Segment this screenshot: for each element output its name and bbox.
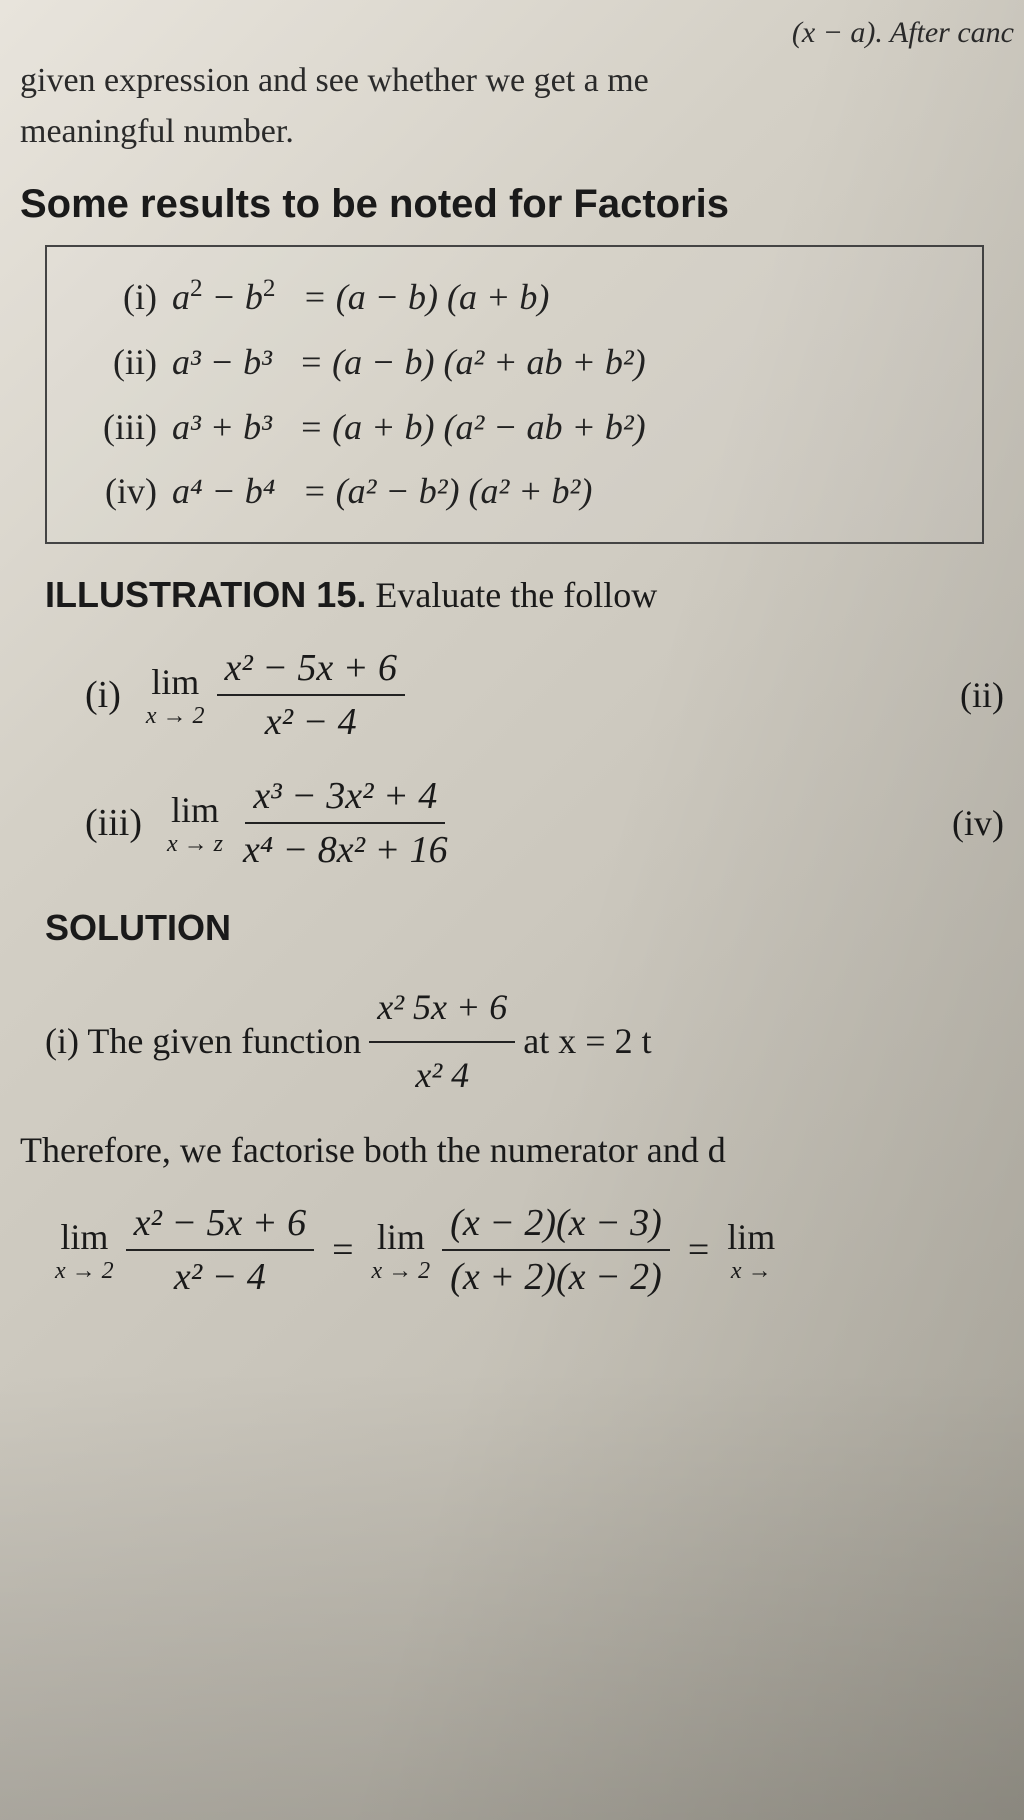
formula-i-lhs: a2 − b2 [172, 277, 275, 317]
fraction: x² − 5x + 6 x² − 4 [217, 646, 405, 744]
formula-iv-rhs: = (a² − b²) (a² + b²) [302, 471, 592, 511]
formula-iv-label: (iv) [72, 459, 157, 524]
formula-i-label: (i) [72, 265, 157, 330]
intro-line2: meaningful number. [20, 113, 294, 150]
lim-block: lim x → 2 [146, 661, 205, 730]
formula-iv: (iv) a⁴ − b⁴ = (a² − b²) (a² + b²) [72, 459, 957, 524]
equation-line: lim x → 2 x² − 5x + 6 x² − 4 = lim x → 2… [55, 1201, 1004, 1299]
solution-heading: SOLUTION [45, 907, 1004, 949]
fraction: x³ − 3x² + 4 x⁴ − 8x² + 16 [235, 774, 456, 872]
problem-i-expr: lim x → 2 x² − 5x + 6 x² − 4 [146, 646, 405, 744]
lim-block: lim x → z [167, 789, 223, 858]
formula-iii-lhs: a³ + b³ [172, 407, 272, 447]
formula-iv-lhs: a⁴ − b⁴ [172, 471, 275, 511]
equals-1: = [332, 1228, 353, 1272]
lim-block-3: lim x → [727, 1216, 775, 1285]
problem-ii-label: (ii) [960, 674, 1004, 716]
fraction-1: x² − 5x + 6 x² − 4 [126, 1201, 314, 1299]
formula-ii: (ii) a³ − b³ = (a − b) (a² + ab + b²) [72, 330, 957, 395]
problem-i-row: (i) lim x → 2 x² − 5x + 6 x² − 4 (ii) [85, 646, 1004, 744]
intro-line1: given expression and see whether we get … [20, 62, 649, 99]
problem-iv-label: (iv) [952, 802, 1004, 844]
solution-line-i: (i) The given function x² 5x + 6 x² 4 at… [45, 979, 1004, 1104]
formula-ii-lhs: a³ − b³ [172, 342, 272, 382]
formula-iii: (iii) a³ + b³ = (a + b) (a² − ab + b²) [72, 395, 957, 460]
intro-paragraph: (x − a). After canc given expression and… [20, 10, 1004, 157]
problem-iii-label: (iii) [85, 801, 142, 845]
formula-iii-rhs: = (a + b) (a² − ab + b²) [299, 407, 646, 447]
illustration-heading: ILLUSTRATION 15. Evaluate the follow [45, 574, 1004, 616]
textbook-page: (x − a). After canc given expression and… [20, 10, 1004, 1299]
bottom-shadow [0, 1370, 1024, 1820]
solution-post: at x = 2 t [523, 1013, 651, 1071]
lim-block-2: lim x → 2 [372, 1216, 431, 1285]
fraction-2: (x − 2)(x − 3) (x + 2)(x − 2) [442, 1201, 670, 1299]
therefore-text: Therefore, we factorise both the numerat… [20, 1129, 1004, 1171]
equals-2: = [688, 1228, 709, 1272]
formula-ii-label: (ii) [72, 330, 157, 395]
formula-box: (i) a2 − b2 = (a − b) (a + b) (ii) a³ − … [45, 245, 984, 544]
formula-ii-rhs: = (a − b) (a² + ab + b²) [299, 342, 646, 382]
formula-iii-label: (iii) [72, 395, 157, 460]
illustration-rest: Evaluate the follow [366, 575, 657, 615]
formula-i: (i) a2 − b2 = (a − b) (a + b) [72, 265, 957, 330]
solution-fraction: x² 5x + 6 x² 4 [369, 979, 515, 1104]
problem-iii-expr: lim x → z x³ − 3x² + 4 x⁴ − 8x² + 16 [167, 774, 456, 872]
formula-i-rhs: = (a − b) (a + b) [302, 277, 549, 317]
section-heading: Some results to be noted for Factoris [20, 182, 1004, 227]
problem-i-label: (i) [85, 673, 121, 717]
solution-pre: (i) The given function [45, 1013, 361, 1071]
top-fragment: (x − a). After canc [20, 10, 1014, 55]
problem-iii-row: (iii) lim x → z x³ − 3x² + 4 x⁴ − 8x² + … [85, 774, 1004, 872]
lim-block-1: lim x → 2 [55, 1216, 114, 1285]
illustration-bold: ILLUSTRATION 15. [45, 574, 366, 615]
